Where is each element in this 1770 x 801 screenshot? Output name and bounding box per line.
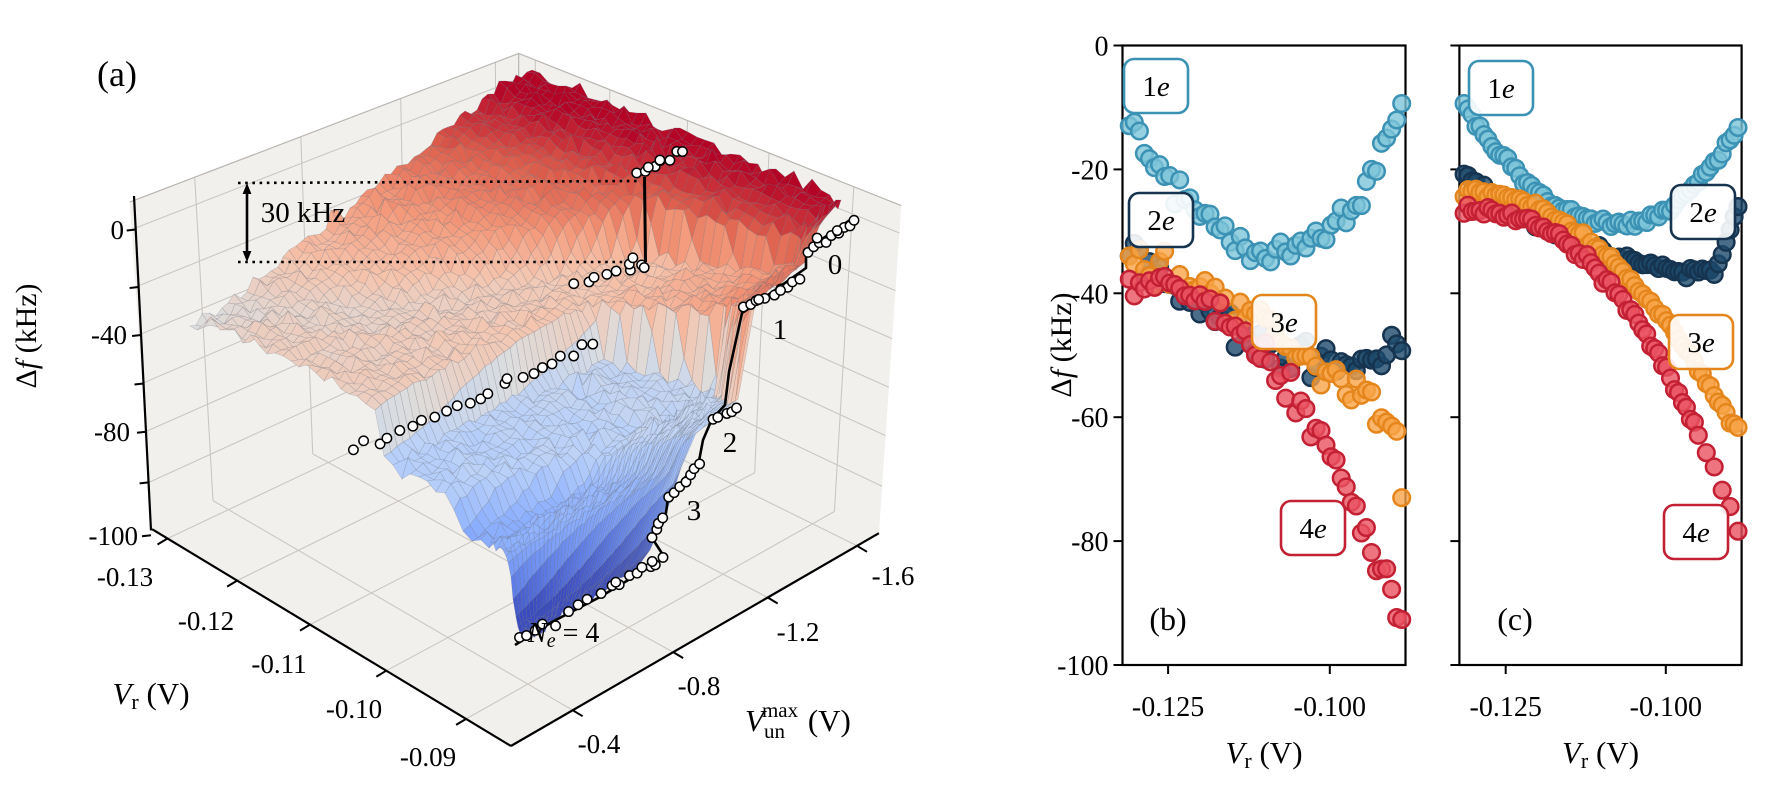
svg-text:Vr (V): Vr (V) xyxy=(1225,735,1302,773)
svg-text:-20: -20 xyxy=(1071,155,1108,186)
svg-text:4e: 4e xyxy=(1682,517,1710,549)
svg-text:2: 2 xyxy=(723,427,738,459)
svg-text:-80: -80 xyxy=(94,417,130,447)
svg-text:2e: 2e xyxy=(1689,197,1717,229)
svg-text:3e: 3e xyxy=(1687,327,1715,359)
svg-text:-0.10: -0.10 xyxy=(326,694,382,724)
svg-text:-0.100: -0.100 xyxy=(1294,692,1366,723)
svg-text:(b): (b) xyxy=(1149,601,1186,637)
svg-text:-0.11: -0.11 xyxy=(251,649,306,679)
svg-text:-0.4: -0.4 xyxy=(578,729,621,759)
svg-text:2e: 2e xyxy=(1147,205,1175,237)
svg-text:-0.12: -0.12 xyxy=(178,606,234,636)
svg-text:Ne = 4: Ne = 4 xyxy=(527,618,599,652)
svg-text:-0.13: -0.13 xyxy=(97,562,153,592)
svg-text:-0.100: -0.100 xyxy=(1630,692,1702,723)
svg-text:4e: 4e xyxy=(1299,513,1327,545)
svg-text:-0.09: -0.09 xyxy=(400,742,456,772)
svg-text:30 kHz: 30 kHz xyxy=(261,197,346,229)
svg-text:Vr (V): Vr (V) xyxy=(1562,735,1639,773)
svg-text:-100: -100 xyxy=(89,521,139,551)
svg-text:(a): (a) xyxy=(97,54,137,94)
svg-text:-0.125: -0.125 xyxy=(1470,692,1542,723)
svg-text:-0.125: -0.125 xyxy=(1132,692,1204,723)
svg-text:0: 0 xyxy=(111,215,125,245)
svg-text:Δf (kHz): Δf (kHz) xyxy=(1045,292,1078,397)
svg-text:3: 3 xyxy=(687,495,702,527)
svg-text:-80: -80 xyxy=(1071,527,1108,558)
svg-text:Vr (V): Vr (V) xyxy=(112,676,189,714)
svg-text:-60: -60 xyxy=(1071,403,1108,434)
svg-text:0: 0 xyxy=(828,249,843,281)
svg-text:-1.6: -1.6 xyxy=(872,561,915,591)
svg-text:1e: 1e xyxy=(1142,71,1170,103)
svg-text:1e: 1e xyxy=(1487,73,1515,105)
svg-text:-100: -100 xyxy=(1057,651,1108,682)
svg-text:-40: -40 xyxy=(91,320,127,350)
svg-text:-1.2: -1.2 xyxy=(777,617,820,647)
svg-text:-0.8: -0.8 xyxy=(678,671,721,701)
svg-text:Δf (kHz): Δf (kHz) xyxy=(10,283,43,388)
svg-text:(c): (c) xyxy=(1497,601,1533,637)
svg-text:3e: 3e xyxy=(1270,307,1298,339)
svg-text:0: 0 xyxy=(1095,32,1109,63)
svg-text:1: 1 xyxy=(773,314,788,346)
